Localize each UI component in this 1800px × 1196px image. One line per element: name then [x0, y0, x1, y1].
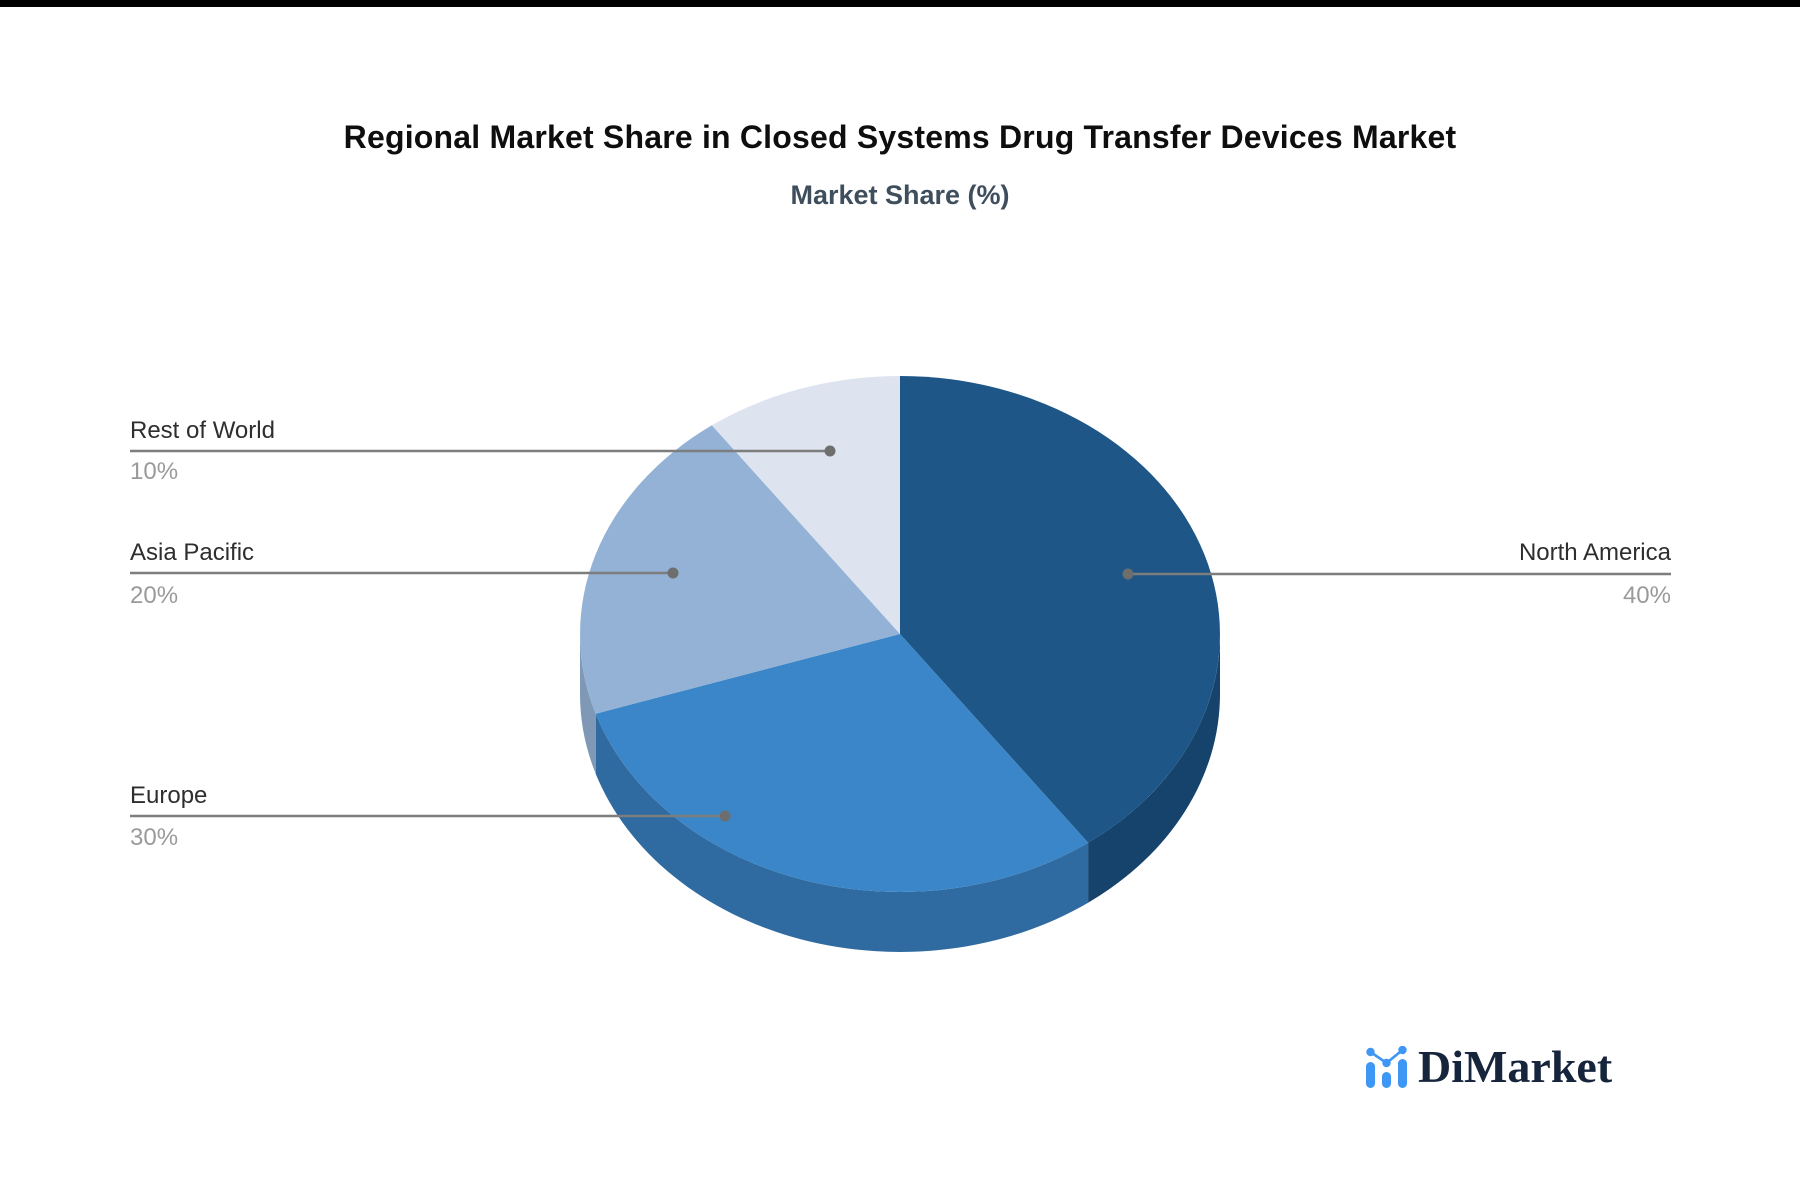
leader-lines	[130, 445, 1671, 822]
pie-slice-europe[interactable]	[595, 634, 1089, 892]
leader-dot-europe	[719, 810, 731, 822]
leader-dot-rest-of-world	[824, 445, 836, 457]
page-subtitle: Market Share (%)	[790, 180, 1010, 210]
callout-pct-europe: 30%	[130, 824, 179, 851]
pie-slices	[580, 376, 1220, 952]
top-border	[0, 0, 1800, 7]
callout-pct-asia-pacific: 20%	[130, 582, 179, 609]
leader-dot-asia-pacific	[667, 567, 679, 579]
callout-label-north-america: North America	[1518, 539, 1671, 566]
leader-dot-north-america	[1122, 568, 1134, 580]
callout-label-rest-of-world: Rest of World	[130, 417, 275, 444]
logo-text: DiMarket	[1418, 1041, 1613, 1092]
mini-bar-chart-icon	[1366, 1046, 1407, 1088]
callout-pct-rest-of-world: 10%	[130, 458, 179, 485]
pie-slice-asia-pacific[interactable]	[580, 425, 900, 714]
pie-rim-asia-pacific	[580, 634, 596, 774]
pie-slice-north-america[interactable]	[900, 376, 1220, 843]
page-title: Regional Market Share in Closed Systems …	[343, 119, 1457, 155]
callout-label-asia-pacific: Asia Pacific	[130, 539, 255, 566]
pie-slice-rest-of-world[interactable]	[711, 376, 900, 634]
pie-rim-north-america	[1088, 634, 1220, 903]
callout-label-europe: Europe	[130, 782, 208, 809]
callout-pct-north-america: 40%	[1622, 582, 1671, 609]
pie-rim-europe	[595, 713, 1089, 952]
